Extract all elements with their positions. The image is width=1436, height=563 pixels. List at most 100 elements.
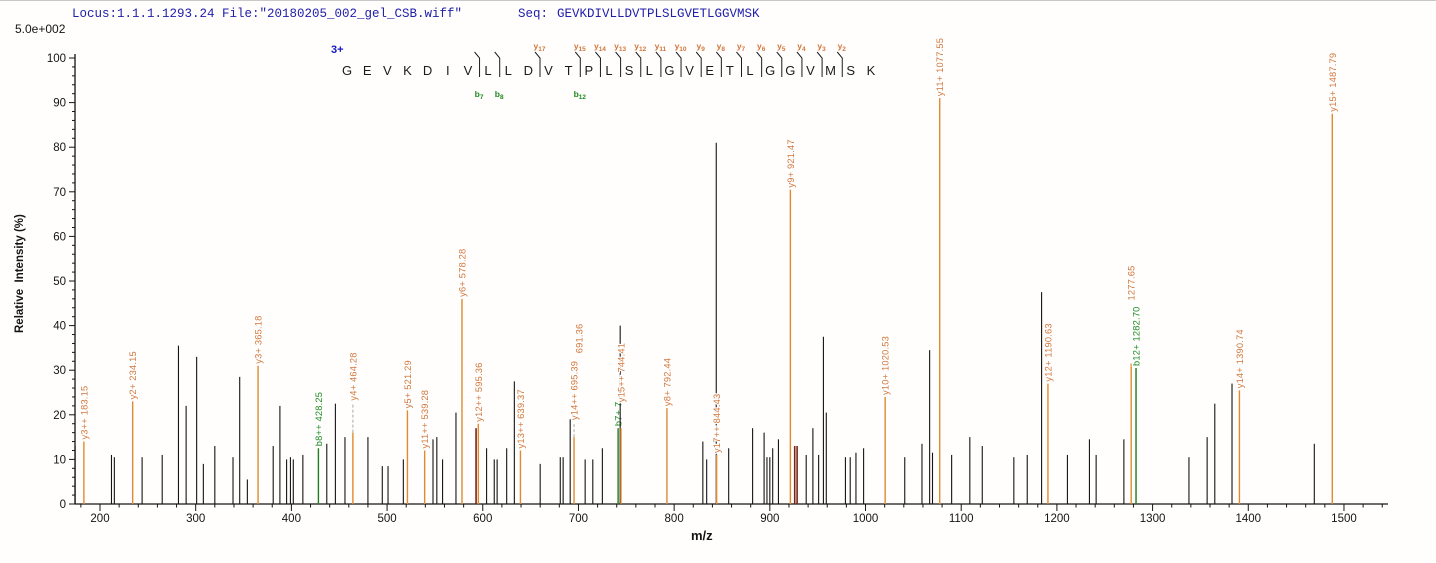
fragment-cleavage-marker [494,51,501,77]
y-ion-marker-label: y17 [534,41,546,53]
residue-letter: G [342,63,352,78]
peak-label: y2+ 234.15 [128,351,138,399]
y-tick-label: 10 [53,454,66,466]
residue-letter: V [806,63,815,78]
peak-label: 1277.65 [1127,265,1137,300]
y-ion-marker-label: y14 [594,41,606,53]
x-tick-label: 300 [186,513,205,525]
residue-letter: T [726,63,734,78]
fragment-cleavage-marker [796,51,803,77]
x-tick-label: 600 [473,513,492,525]
residue-letter: G [664,63,674,78]
fragment-cleavage-marker [695,51,702,77]
y-ion-marker-label: y12 [634,41,646,53]
x-tick-label: 1000 [853,513,879,525]
residue-letter: K [403,63,412,78]
residue-letter: I [446,63,450,78]
residue-letter: M [825,63,836,78]
x-tick-label: 500 [377,513,396,525]
x-tick-label: 1200 [1044,513,1070,525]
sequence-header: Seq: GEVKDIVLLDVTPLSLGVETLGGVMSK [518,7,760,21]
y-ion-marker-label: y4 [797,41,806,53]
b-ion-marker-label: b8 [495,89,504,101]
fragment-cleavage-marker [595,51,601,77]
residue-letter: V [464,63,473,78]
fragment-cleavage-marker [675,51,682,77]
fragment-cleavage-marker [736,51,742,77]
residue-letter: T [565,63,573,78]
precursor-charge: 3+ [331,44,344,56]
x-tick-label: 1300 [1140,513,1166,525]
locus-file-header: Locus:1.1.1.1293.24 File:"20180205_002_g… [72,7,463,21]
fragment-cleavage-marker [816,51,823,77]
residue-letter: L [484,63,491,78]
residue-letter: D [423,63,432,78]
fragment-cleavage-marker [836,51,843,77]
peak-label: y9+ 921.47 [786,139,796,187]
y-ion-marker-label: y3 [817,41,826,53]
peak-label: y10+ 1020.53 [881,336,891,395]
fragment-cleavage-marker [715,51,722,77]
peak-label: b12+ 1282.70 [1132,306,1142,366]
peak-label: y11+ 1077.55 [935,38,945,96]
residue-letter: S [625,63,634,78]
residue-letter: L [605,63,612,78]
peak-label: y3++ 183.15 [79,386,89,440]
peak-label: y14++ 695.39 [570,361,580,420]
y-ion-marker-label: y6 [757,41,766,53]
peak-label: b8++ 428.25 [314,392,324,446]
peak-label: y4+ 464.28 [348,352,358,400]
residue-letter: V [544,63,553,78]
fragment-cleavage-marker [655,51,662,77]
y-ion-marker-label: y7 [737,41,746,53]
residue-letter: S [846,63,855,78]
y-tick-label: 100 [47,53,66,65]
y-ion-marker-label: y8 [717,41,726,53]
x-tick-label: 900 [760,513,779,525]
residue-letter: G [765,63,775,78]
fragment-cleavage-marker [615,51,622,77]
y-ion-marker-label: y5 [777,41,786,53]
seq-value: GEVKDIVLLDVTPLSLGVETLGGVMSK [557,7,760,21]
residue-letter: E [363,63,372,78]
y-ion-marker-label: y15 [574,41,586,53]
fragment-cleavage-marker [574,51,581,77]
y-tick-label: 90 [53,98,66,110]
y-ion-marker-label: y13 [614,41,626,53]
y-tick-label: 40 [53,321,66,333]
peak-label: y5+ 521.29 [403,360,413,408]
peak-label: y15++ 744.41 [616,343,626,402]
x-axis-title: m/z [691,528,713,543]
peak-label: y11++ 539.28 [420,390,430,449]
x-tick-label: 800 [665,513,684,525]
x-tick-label: 400 [282,513,301,525]
b-ion-marker-label: b12 [574,89,587,101]
y-tick-label: 0 [60,499,66,511]
residue-letter: K [867,63,876,78]
fragment-cleavage-marker [474,51,481,77]
x-tick-label: 200 [90,513,109,525]
peak-label: y13++ 639.37 [516,389,526,448]
residue-letter: V [685,63,694,78]
peak-label: y15+ 1487.79 [1328,53,1338,112]
peak-label: y14+ 1390.74 [1235,329,1245,388]
residue-letter: L [505,63,512,78]
residue-letter: G [785,63,795,78]
peak-label: b7+ 7 [614,402,624,427]
residue-letter: D [524,63,533,78]
fragment-cleavage-marker [756,51,763,77]
x-tick-label: 1400 [1235,513,1261,525]
residue-letter: V [383,63,392,78]
y-tick-label: 50 [53,276,66,288]
fragment-cleavage-marker [534,51,541,77]
residue-letter: L [746,63,753,78]
fragment-cleavage-marker [635,51,642,77]
b-ion-marker-label: b7 [475,89,484,101]
residue-letter: E [705,63,714,78]
y-ion-marker-label: y11 [655,41,667,53]
y-tick-label: 80 [53,142,66,154]
y-tick-label: 20 [53,410,66,422]
residue-letter: P [584,63,593,78]
